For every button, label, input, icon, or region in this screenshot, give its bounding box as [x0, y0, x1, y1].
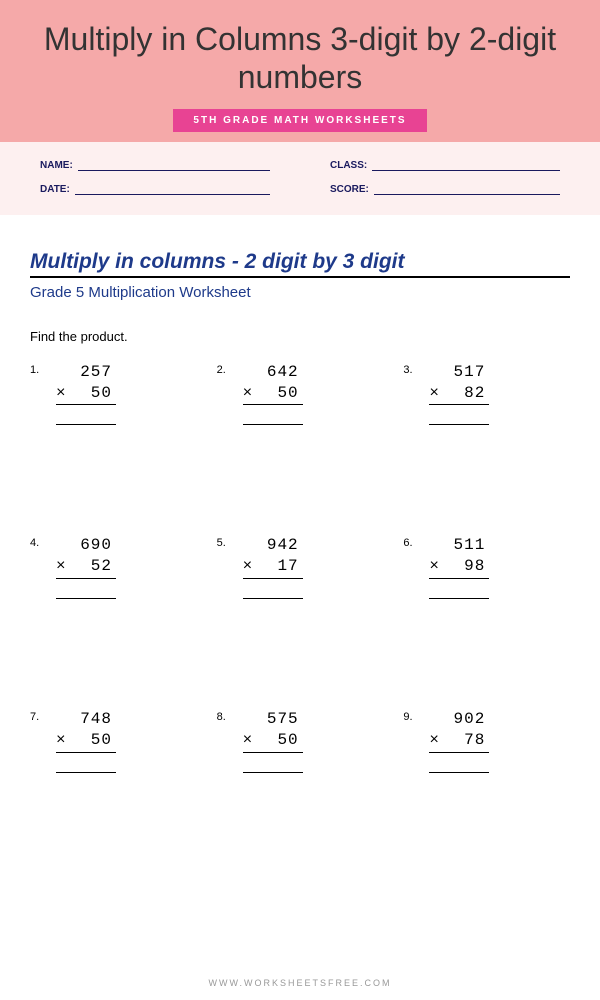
top-number: 517 — [429, 362, 489, 383]
times-symbol: × — [56, 383, 66, 404]
score-line — [374, 181, 560, 195]
problem-content: 942 × 17 — [243, 535, 303, 599]
bottom-row: × 52 — [56, 556, 116, 579]
problems-grid: 1. 257 × 50 2. 642 × 50 — [30, 362, 570, 773]
bottom-number: 78 — [447, 730, 485, 751]
answer-line — [56, 581, 116, 599]
bottom-row: × 98 — [429, 556, 489, 579]
problem: 4. 690 × 52 — [30, 535, 197, 599]
problem-content: 257 × 50 — [56, 362, 116, 426]
answer-line — [243, 581, 303, 599]
bottom-row: × 17 — [243, 556, 303, 579]
top-number: 902 — [429, 709, 489, 730]
times-symbol: × — [429, 730, 439, 751]
class-label: CLASS: — [330, 160, 367, 171]
top-number: 942 — [243, 535, 303, 556]
date-label: DATE: — [40, 184, 70, 195]
bottom-number: 52 — [74, 556, 112, 577]
bottom-number: 50 — [260, 730, 298, 751]
answer-line — [429, 407, 489, 425]
problem-content: 642 × 50 — [243, 362, 303, 426]
answer-line — [56, 755, 116, 773]
bottom-row: × 82 — [429, 383, 489, 406]
class-line — [372, 157, 560, 171]
score-label: SCORE: — [330, 184, 369, 195]
name-label: NAME: — [40, 160, 73, 171]
problem-content: 517 × 82 — [429, 362, 489, 426]
instruction: Find the product. — [30, 329, 570, 344]
name-line — [78, 157, 270, 171]
answer-line — [243, 755, 303, 773]
problem-content: 575 × 50 — [243, 709, 303, 773]
subtitle-badge: 5TH GRADE MATH WORKSHEETS — [173, 109, 426, 132]
bottom-number: 50 — [74, 730, 112, 751]
problem-number: 9. — [403, 709, 417, 773]
top-number: 642 — [243, 362, 303, 383]
times-symbol: × — [56, 556, 66, 577]
times-symbol: × — [243, 383, 253, 404]
problem-content: 690 × 52 — [56, 535, 116, 599]
problem: 2. 642 × 50 — [217, 362, 384, 426]
bottom-number: 98 — [447, 556, 485, 577]
times-symbol: × — [429, 383, 439, 404]
name-field: NAME: — [40, 157, 270, 171]
problem: 7. 748 × 50 — [30, 709, 197, 773]
top-number: 511 — [429, 535, 489, 556]
problem: 1. 257 × 50 — [30, 362, 197, 426]
problem: 8. 575 × 50 — [217, 709, 384, 773]
problem: 9. 902 × 78 — [403, 709, 570, 773]
score-field: SCORE: — [330, 181, 560, 195]
times-symbol: × — [243, 730, 253, 751]
worksheet-subtitle: Grade 5 Multiplication Worksheet — [30, 284, 570, 301]
main-title: Multiply in Columns 3-digit by 2-digit n… — [30, 20, 570, 97]
problem-number: 8. — [217, 709, 231, 773]
bottom-row: × 78 — [429, 730, 489, 753]
bottom-row: × 50 — [243, 383, 303, 406]
problem: 5. 942 × 17 — [217, 535, 384, 599]
top-number: 575 — [243, 709, 303, 730]
problem-number: 3. — [403, 362, 417, 426]
top-number: 257 — [56, 362, 116, 383]
problem-content: 511 × 98 — [429, 535, 489, 599]
class-field: CLASS: — [330, 157, 560, 171]
problem-content: 748 × 50 — [56, 709, 116, 773]
worksheet-title: Multiply in columns - 2 digit by 3 digit — [30, 250, 570, 278]
bottom-number: 50 — [260, 383, 298, 404]
bottom-row: × 50 — [56, 383, 116, 406]
problem-number: 2. — [217, 362, 231, 426]
times-symbol: × — [243, 556, 253, 577]
bottom-row: × 50 — [243, 730, 303, 753]
problem-number: 6. — [403, 535, 417, 599]
worksheet-body: Multiply in columns - 2 digit by 3 digit… — [0, 215, 600, 793]
top-number: 748 — [56, 709, 116, 730]
problem-number: 5. — [217, 535, 231, 599]
bottom-number: 17 — [260, 556, 298, 577]
problem: 6. 511 × 98 — [403, 535, 570, 599]
bottom-number: 50 — [74, 383, 112, 404]
answer-line — [429, 755, 489, 773]
answer-line — [243, 407, 303, 425]
header-section: Multiply in Columns 3-digit by 2-digit n… — [0, 0, 600, 142]
answer-line — [56, 407, 116, 425]
top-number: 690 — [56, 535, 116, 556]
footer-text: WWW.WORKSHEETSFREE.COM — [0, 978, 600, 988]
date-field: DATE: — [40, 181, 270, 195]
info-section: NAME: CLASS: DATE: SCORE: — [0, 142, 600, 215]
date-line — [75, 181, 270, 195]
problem-number: 7. — [30, 709, 44, 773]
problem: 3. 517 × 82 — [403, 362, 570, 426]
problem-content: 902 × 78 — [429, 709, 489, 773]
bottom-row: × 50 — [56, 730, 116, 753]
problem-number: 4. — [30, 535, 44, 599]
times-symbol: × — [429, 556, 439, 577]
problem-number: 1. — [30, 362, 44, 426]
answer-line — [429, 581, 489, 599]
times-symbol: × — [56, 730, 66, 751]
bottom-number: 82 — [447, 383, 485, 404]
